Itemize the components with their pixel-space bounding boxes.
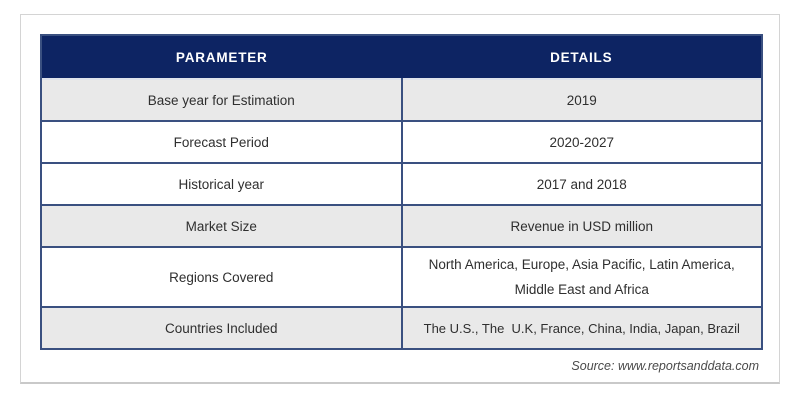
details-cell: North America, Europe, Asia Pacific, Lat…	[400, 246, 763, 308]
column-header-parameter: PARAMETER	[41, 35, 402, 79]
table-row-base-year: Base year for Estimation 2019	[40, 78, 763, 122]
source-attribution: Source: www.reportsanddata.com	[571, 359, 759, 373]
table-row-historical-year: Historical year 2017 and 2018	[40, 162, 763, 206]
table-row-countries-included: Countries Included The U.S., The U.K, Fr…	[40, 306, 763, 350]
table-header-row: PARAMETER DETAILS	[41, 35, 762, 79]
details-cell: 2020-2027	[400, 120, 763, 164]
details-cell: 2019	[400, 78, 763, 122]
parameter-cell: Base year for Estimation	[40, 78, 403, 122]
parameter-cell: Countries Included	[40, 306, 403, 350]
table-row-market-size: Market Size Revenue in USD million	[40, 204, 763, 248]
parameter-cell: Historical year	[40, 162, 403, 206]
parameter-cell: Market Size	[40, 204, 403, 248]
table-row-regions-covered: Regions Covered North America, Europe, A…	[40, 246, 763, 308]
report-scope-card: PARAMETER DETAILS Base year for Estimati…	[20, 14, 780, 384]
report-scope-table: PARAMETER DETAILS Base year for Estimati…	[40, 34, 763, 350]
details-cell: The U.S., The U.K, France, China, India,…	[400, 306, 763, 350]
parameter-cell: Regions Covered	[40, 246, 403, 308]
column-header-details: DETAILS	[401, 35, 762, 79]
parameter-cell: Forecast Period	[40, 120, 403, 164]
table-row-forecast-period: Forecast Period 2020-2027	[40, 120, 763, 164]
details-cell: 2017 and 2018	[400, 162, 763, 206]
details-cell: Revenue in USD million	[400, 204, 763, 248]
